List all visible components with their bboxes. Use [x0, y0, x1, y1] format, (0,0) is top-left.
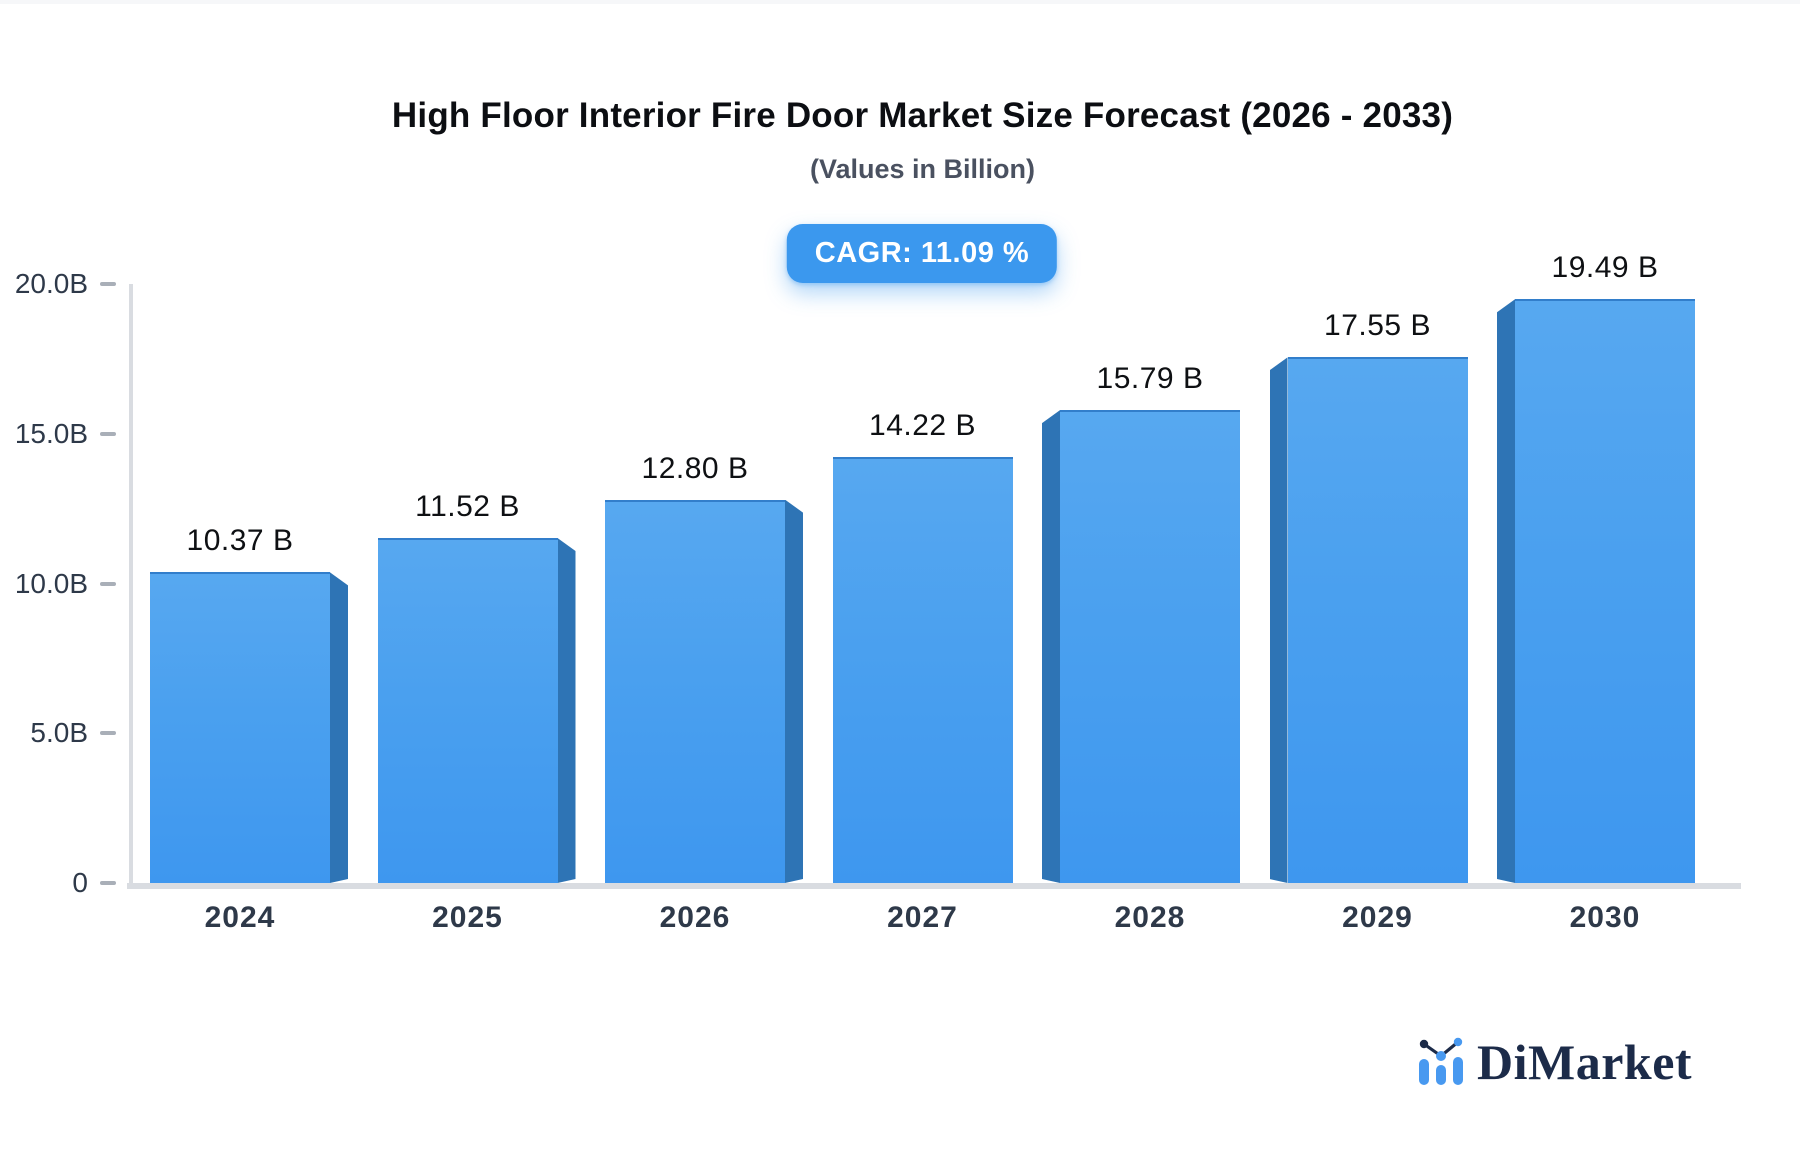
bar-value-label: 12.80 B — [641, 451, 749, 485]
x-axis-label: 2025 — [432, 901, 503, 934]
cagr-badge: CAGR: 11.09 % — [786, 224, 1058, 283]
bar-2025[interactable] — [377, 537, 558, 883]
bar-value-label: 19.49 B — [1551, 251, 1659, 285]
y-axis-tick — [100, 282, 116, 286]
bar-side-face — [785, 500, 803, 883]
y-axis-tick-label: 15.0B — [14, 417, 88, 449]
bar-value-label: 15.79 B — [1096, 362, 1204, 396]
chart-title: High Floor Interior Fire Door Market Siz… — [391, 96, 1454, 135]
x-axis-label: 2027 — [887, 901, 958, 934]
bar-2028[interactable] — [1060, 410, 1240, 883]
bar-2027[interactable] — [832, 457, 1013, 883]
bar-side-face — [1270, 357, 1288, 883]
y-axis-tick — [100, 581, 116, 586]
top-edge-strip — [0, 0, 1800, 4]
brand-name: DiMarket — [1477, 1034, 1693, 1090]
y-axis-tick — [100, 881, 116, 885]
brand-chart-icon — [1419, 1037, 1463, 1085]
y-axis-tick — [100, 731, 116, 736]
x-axis-label: 2028 — [1114, 901, 1186, 934]
bar-value-label: 10.37 B — [186, 524, 294, 558]
y-axis-tick-label: 20.0B — [14, 268, 88, 299]
chart-subtitle: (Values in Billion) — [809, 154, 1036, 184]
y-axis-tick-label: 5.0B — [30, 717, 88, 749]
y-axis-tick-label: 10.0B — [14, 567, 88, 599]
x-axis-label: 2024 — [204, 901, 276, 934]
bar-2024[interactable] — [150, 572, 330, 883]
x-axis-label: 2029 — [1342, 901, 1413, 934]
bar-value-label: 17.55 B — [1324, 309, 1431, 343]
x-axis-baseline — [127, 883, 1741, 889]
brand-logo: DiMarket — [1415, 1036, 1692, 1088]
bar-2029[interactable] — [1287, 357, 1468, 883]
x-axis-label: 2030 — [1569, 901, 1641, 934]
y-axis-line — [129, 284, 133, 889]
bar-side-face — [1042, 410, 1060, 883]
y-axis-tick-label: 0 — [72, 867, 88, 898]
bar-side-face — [330, 572, 348, 883]
chart-header: High Floor Interior Fire Door Market Siz… — [45, 96, 1800, 185]
bar-side-face — [1497, 299, 1515, 883]
bar-value-label: 11.52 B — [415, 489, 520, 523]
bar-value-label: 14.22 B — [869, 409, 976, 443]
bar-2026[interactable] — [605, 499, 785, 883]
bar-side-face — [558, 538, 576, 883]
bar-2030[interactable] — [1515, 299, 1695, 883]
x-axis-label: 2026 — [659, 901, 731, 934]
y-axis-tick — [100, 431, 116, 436]
